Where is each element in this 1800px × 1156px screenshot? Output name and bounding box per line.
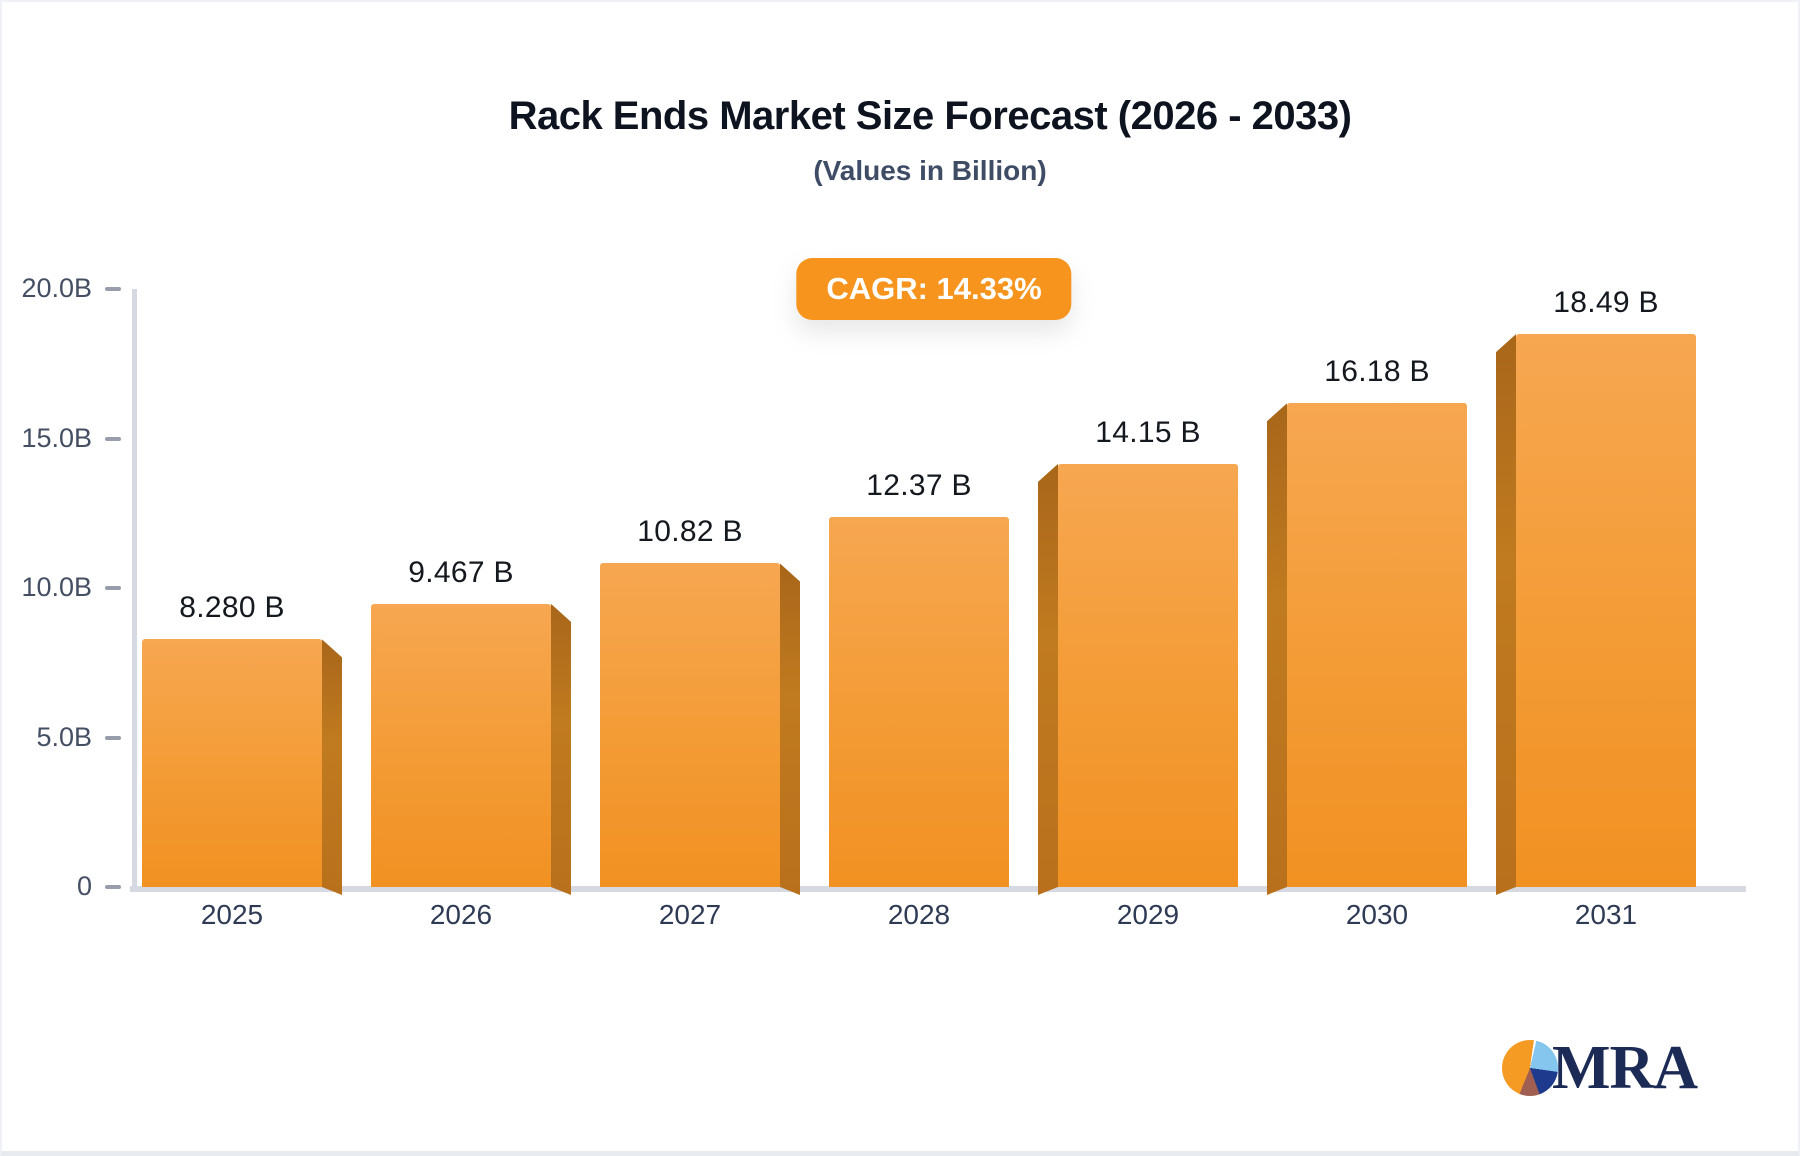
bar-2031 [1516,334,1696,887]
bar-side-2027 [780,563,800,895]
bar-2030 [1287,403,1467,887]
y-tick-mark [105,586,121,590]
page-subtitle: (Values in Billion) [813,155,1047,186]
x-tick-label-2031: 2031 [1574,899,1638,930]
bar-side-2030 [1267,403,1287,895]
bar-2026 [371,603,551,887]
y-tick-label: 0 [76,871,92,901]
bar-value-label: 14.15 B [1095,415,1201,449]
bar-side-2026 [551,604,571,895]
bar-value-label: 8.280 B [179,591,285,625]
brand-logo: MRA [1502,1034,1698,1102]
bar-2028 [829,517,1009,887]
brand-name: MRA [1552,1034,1698,1102]
x-axis-baseline [130,886,1746,892]
y-tick-label: 5.0B [36,721,92,752]
y-tick-label: 10.0B [21,572,92,602]
bar-side-2025 [322,639,342,895]
x-tick-label-2029: 2029 [1116,899,1180,930]
bar-value-label: 18.49 B [1553,286,1659,320]
y-tick-mark [105,885,121,889]
bar-2027 [600,563,780,887]
x-tick-label-2026: 2026 [429,899,493,930]
pie-chart-icon [1502,1040,1558,1096]
bar-2029 [1058,463,1238,887]
bar-value-label: 9.467 B [408,555,514,589]
y-tick-label: 15.0B [21,422,92,453]
bar-value-label: 10.82 B [637,515,743,549]
x-tick-label-2028: 2028 [887,899,951,930]
bar-side-2031 [1496,334,1516,895]
page-title: Rack Ends Market Size Forecast (2026 - 2… [508,94,1352,138]
bar-side-2029 [1038,464,1058,895]
x-tick-label-2027: 2027 [658,899,722,930]
y-tick-mark [105,735,121,740]
y-tick-mark [105,436,121,441]
x-tick-label-2030: 2030 [1345,899,1409,930]
y-axis [132,289,137,892]
x-tick-label-2025: 2025 [200,899,264,930]
bar-value-label: 12.37 B [866,469,972,503]
chart-header: Rack Ends Market Size Forecast (2026 - 2… [2,2,1798,187]
y-tick-label: 20.0B [21,273,92,303]
cagr-badge: CAGR: 14.33% [796,258,1072,320]
y-tick-mark [105,287,121,291]
bar-2025 [142,639,322,887]
bar-value-label: 16.18 B [1324,355,1430,389]
